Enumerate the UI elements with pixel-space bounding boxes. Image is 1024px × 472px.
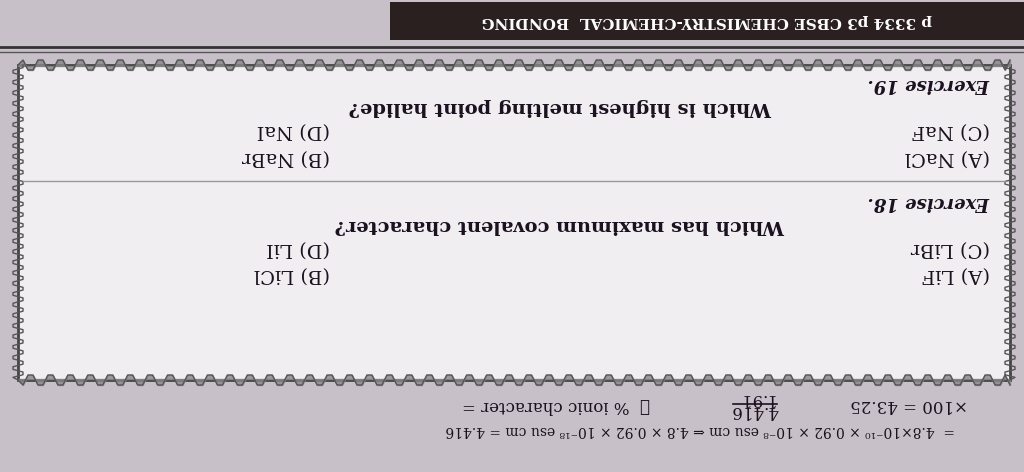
Text: (B) LiCl: (B) LiCl xyxy=(254,265,330,283)
Bar xyxy=(18,65,1010,380)
Text: Exercise 19.: Exercise 19. xyxy=(867,75,990,93)
Text: =  4.8×10⁻¹⁰ × 0.92 × 10⁻⁸ esu cm ⇐ 4.8 × 0.92 × 10⁻¹⁸ esu cm = 4.416: = 4.8×10⁻¹⁰ × 0.92 × 10⁻⁸ esu cm ⇐ 4.8 ×… xyxy=(445,423,954,437)
Text: (D) NaI: (D) NaI xyxy=(257,121,330,139)
Text: (A) LiF: (A) LiF xyxy=(922,265,990,283)
Text: ×100 = 43.25: ×100 = 43.25 xyxy=(850,396,968,413)
Text: (C) NaF: (C) NaF xyxy=(911,121,990,139)
Text: 1.91: 1.91 xyxy=(736,389,773,406)
Text: (D) LiI: (D) LiI xyxy=(266,239,330,257)
Text: Which is highest melting point halide?: Which is highest melting point halide? xyxy=(348,98,772,116)
Text: (A) NaCl: (A) NaCl xyxy=(905,148,990,166)
Text: 4.416: 4.416 xyxy=(731,402,779,419)
Text: Exercise 18.: Exercise 18. xyxy=(867,193,990,211)
Text: p 3334 p3 CBSE CHEMISTRY-CHEMICAL  BONDING: p 3334 p3 CBSE CHEMISTRY-CHEMICAL BONDIN… xyxy=(481,14,932,28)
Bar xyxy=(390,2,1024,40)
Text: (B) NaBr: (B) NaBr xyxy=(242,148,330,166)
Text: ∴  % ionic character =: ∴ % ionic character = xyxy=(462,396,650,413)
Text: Which has maximum covalent character?: Which has maximum covalent character? xyxy=(335,216,785,234)
Text: (C) LiBr: (C) LiBr xyxy=(911,239,990,257)
